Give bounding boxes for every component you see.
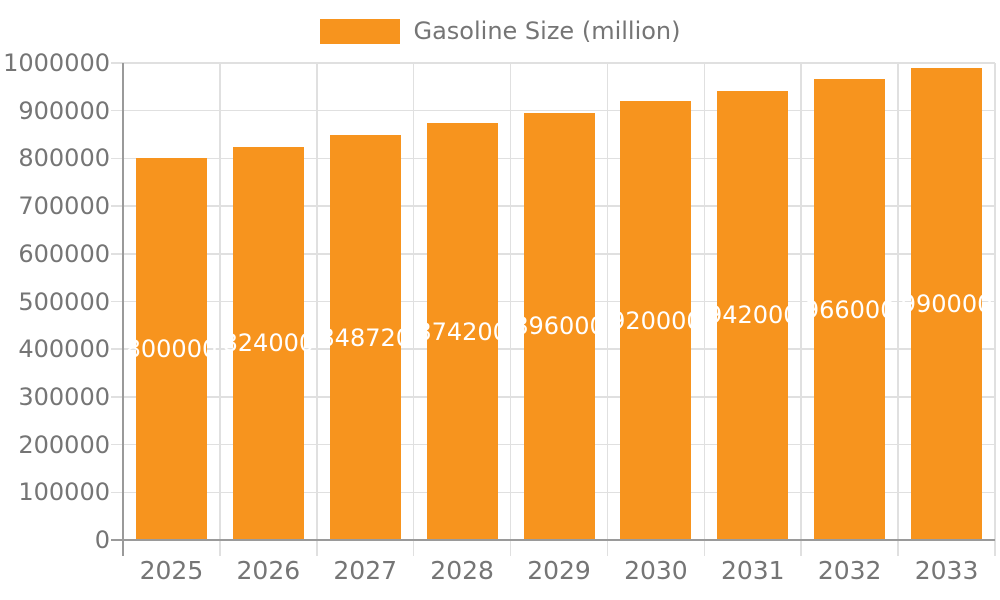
x-gridline (316, 63, 318, 556)
legend-swatch (319, 18, 400, 44)
y-axis-tick-label: 600000 (18, 239, 110, 268)
y-axis-tick-label: 800000 (18, 144, 110, 173)
y-axis-tick-label: 400000 (18, 335, 110, 364)
y-axis-tick-label: 200000 (18, 430, 110, 459)
x-axis-tick-label: 2033 (914, 556, 979, 585)
y-gridline (111, 109, 995, 112)
bar-2026 (232, 146, 304, 540)
x-axis-tick-label: 2027 (333, 556, 398, 585)
x-axis-tick-label: 2032 (817, 556, 882, 585)
x-axis-tick-label: 2030 (624, 556, 688, 585)
bar-value-label: 920000 (610, 306, 702, 335)
x-gridline (800, 63, 802, 556)
legend: Gasoline Size (million) (0, 17, 1000, 45)
x-gridline (897, 63, 899, 556)
bar-value-label: 990000 (900, 289, 993, 318)
bar-value-label: 848720 (319, 323, 412, 352)
y-axis-tick-label: 1000000 (3, 49, 110, 77)
x-axis-tick-label: 2028 (430, 556, 494, 585)
y-axis-tick-label: 100000 (18, 478, 110, 507)
bar-2030 (620, 101, 692, 540)
bar-value-label: 874200 (416, 317, 508, 346)
y-axis-line (122, 63, 124, 556)
bar-2031 (717, 90, 789, 540)
x-axis-tick-label: 2031 (720, 556, 785, 585)
bar-value-label: 896000 (513, 312, 605, 341)
bar-2027 (329, 135, 401, 540)
bar-2032 (814, 79, 886, 540)
x-gridline (703, 63, 706, 556)
x-axis-line (111, 539, 995, 541)
y-axis-tick-label: 900000 (18, 96, 110, 125)
y-axis-tick-label: 500000 (18, 287, 110, 316)
x-axis-tick-label: 2026 (236, 556, 301, 585)
bar-value-label: 800000 (125, 335, 218, 364)
bar-value-label: 966000 (803, 295, 896, 324)
x-gridline (412, 63, 415, 556)
bar-2028 (426, 123, 498, 540)
bar-value-label: 824000 (222, 329, 315, 358)
x-gridline (219, 63, 221, 556)
y-gridline (111, 62, 995, 64)
x-gridline (606, 63, 609, 556)
bar-2025 (135, 158, 207, 540)
x-axis-tick-label: 2025 (139, 556, 204, 585)
legend-label: Gasoline Size (million) (413, 17, 681, 45)
bar-value-label: 942000 (706, 301, 799, 330)
bar-2033 (911, 67, 983, 540)
y-axis-tick-label: 300000 (18, 382, 110, 411)
y-axis-tick-label: 0 (94, 526, 110, 554)
x-gridline (509, 63, 512, 556)
bar-2029 (523, 112, 595, 540)
y-axis-tick-label: 700000 (18, 192, 110, 221)
x-axis-tick-label: 2029 (527, 556, 591, 585)
x-gridline (994, 63, 996, 556)
